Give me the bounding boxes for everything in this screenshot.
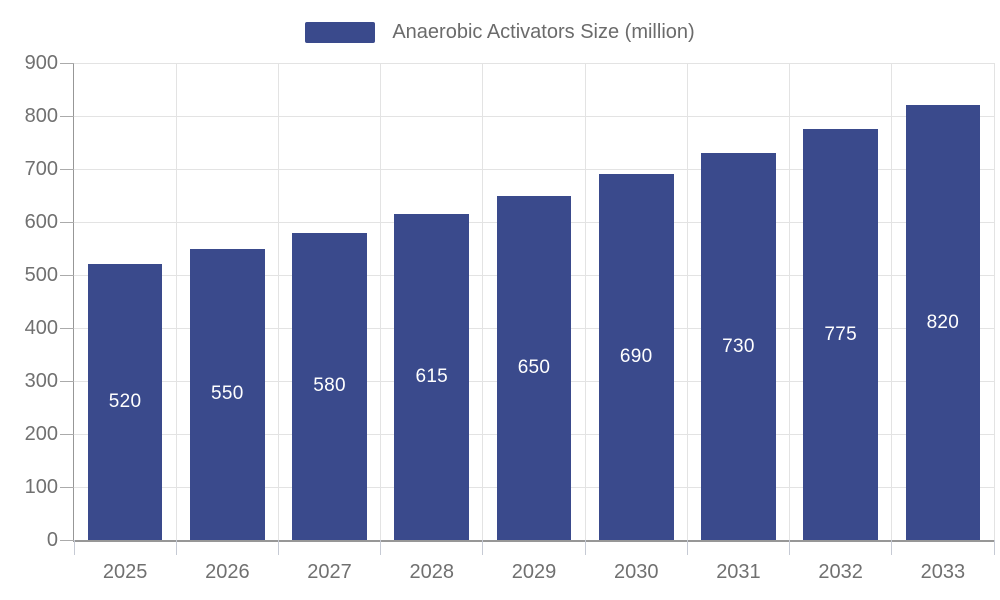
x-gridline	[789, 63, 791, 540]
bar-value-label: 650	[517, 356, 551, 378]
x-gridline	[175, 63, 177, 540]
bar-value-label: 690	[619, 346, 653, 368]
bar-2031[interactable]: 730	[701, 153, 776, 540]
y-axis-tick	[60, 486, 74, 488]
y-tick-label: 500	[24, 264, 58, 286]
x-tick-label-2032: 2032	[818, 561, 863, 583]
x-gridline	[277, 63, 279, 540]
bar-value-label: 775	[824, 323, 857, 345]
x-gridline	[686, 63, 688, 540]
bar-2025[interactable]: 520	[87, 264, 163, 540]
legend[interactable]: Anaerobic Activators Size (million)	[0, 21, 1000, 43]
bar-2029[interactable]: 650	[496, 195, 572, 540]
bar-value-label: 520	[108, 391, 142, 413]
y-tick-label: 600	[24, 211, 58, 233]
y-gridline	[74, 115, 994, 117]
y-tick-label: 800	[24, 105, 58, 127]
x-axis-tick	[175, 540, 177, 555]
x-axis-tick	[380, 540, 382, 555]
x-tick-label-2028: 2028	[409, 561, 455, 583]
x-tick-label-2027: 2027	[307, 561, 352, 583]
bar-2027[interactable]: 580	[292, 232, 367, 540]
plot-area: 0 100 200 300 400 500 600 700 800 900 520 2025 550 20…	[25, 52, 995, 583]
legend-swatch	[305, 21, 376, 43]
bar-value-label: 820	[926, 311, 960, 333]
y-axis-tick	[60, 62, 74, 64]
y-tick-label: 300	[24, 370, 58, 392]
x-axis-tick	[73, 540, 75, 555]
y-tick-label: 0	[46, 529, 58, 551]
x-gridline	[482, 63, 484, 540]
y-axis-tick	[60, 327, 74, 329]
x-axis-tick	[584, 540, 586, 555]
bar-2026[interactable]: 550	[190, 248, 265, 540]
x-tick-label-2031: 2031	[716, 561, 761, 583]
x-tick-label-2026: 2026	[205, 561, 250, 583]
y-axis-tick	[60, 168, 74, 170]
y-axis-tick	[60, 433, 74, 435]
y-tick-label: 900	[24, 52, 58, 74]
x-axis-tick	[482, 540, 484, 555]
x-axis-tick	[277, 540, 279, 555]
x-gridline	[380, 63, 382, 540]
x-axis-tick	[686, 540, 688, 555]
bar-2033[interactable]: 820	[905, 105, 981, 540]
y-axis-tick	[60, 380, 74, 382]
x-gridline	[584, 63, 586, 540]
bar-value-label: 550	[211, 383, 244, 405]
y-axis-tick	[60, 115, 74, 117]
x-axis-tick	[993, 540, 995, 555]
bar-2030[interactable]: 690	[598, 174, 674, 540]
y-gridline	[74, 62, 994, 64]
y-tick-label: 200	[24, 423, 58, 445]
x-tick-label-2030: 2030	[613, 561, 659, 583]
y-axis-tick	[60, 274, 74, 276]
bar-value-label: 615	[415, 366, 449, 388]
y-tick-label: 100	[24, 476, 58, 498]
bar-value-label: 730	[722, 335, 755, 357]
y-axis-tick	[60, 221, 74, 223]
x-tick-label-2033: 2033	[920, 561, 966, 583]
x-gridline	[993, 63, 995, 540]
x-gridline	[891, 63, 893, 540]
y-tick-label: 400	[24, 317, 58, 339]
legend-label: Anaerobic Activators Size (million)	[392, 21, 695, 43]
x-tick-label-2025: 2025	[102, 561, 148, 583]
bar-2028[interactable]: 615	[394, 214, 470, 540]
y-tick-label: 700	[24, 158, 58, 180]
x-tick-label-2029: 2029	[511, 561, 557, 583]
bar-2032[interactable]: 775	[803, 129, 878, 540]
x-axis-tick	[891, 540, 893, 555]
y-axis-tick	[60, 539, 74, 541]
bar-value-label: 580	[313, 375, 346, 397]
x-axis-tick	[789, 540, 791, 555]
y-gridline	[74, 168, 994, 170]
